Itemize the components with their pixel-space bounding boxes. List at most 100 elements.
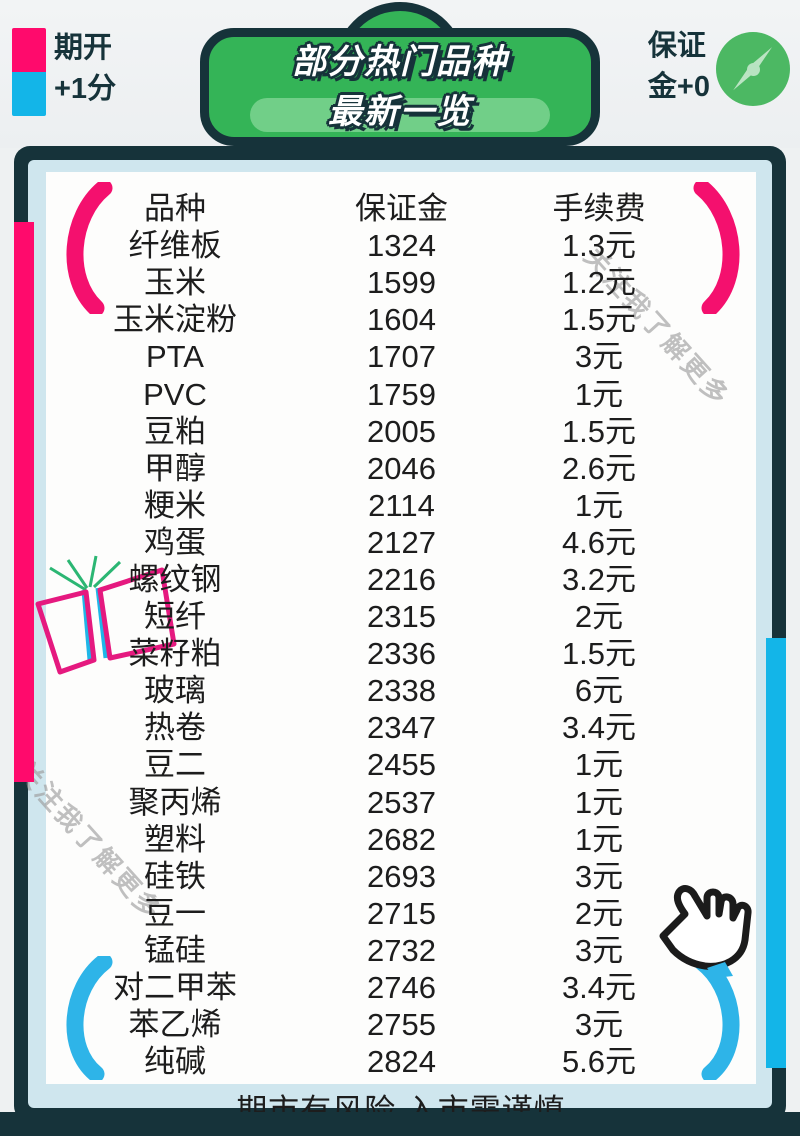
cell-fee: 1.2元: [561, 265, 637, 301]
color-swatches: [12, 28, 46, 116]
cell-name: 热卷: [144, 710, 206, 746]
cell-name: 对二甲苯: [113, 970, 237, 1006]
cell-fee: 3.4元: [561, 710, 637, 746]
cell-fee: 2元: [574, 599, 624, 635]
table-row: 锰硅 2732 3元: [46, 932, 756, 969]
cell-margin: 2746: [367, 970, 436, 1006]
table-row: 聚丙烯 2537 1元: [46, 784, 756, 821]
cell-margin: 2455: [367, 747, 436, 783]
table-row: 豆粕 2005 1.5元: [46, 413, 756, 450]
table-row: 苯乙烯 2755 3元: [46, 1006, 756, 1043]
cell-fee: 1元: [574, 747, 624, 783]
cell-name: 玉米淀粉: [113, 302, 237, 338]
cell-margin: 2693: [367, 858, 436, 894]
left-badge-line2: +1分: [54, 73, 117, 106]
column-header-margin: 保证金: [355, 191, 448, 227]
table-row: PVC 1759 1元: [46, 375, 756, 412]
edge-bar-blue: [766, 638, 786, 1068]
cell-name: 豆粕: [144, 413, 206, 449]
cell-fee: 1元: [574, 487, 624, 523]
commodity-table: 品种 保证金 手续费 纤维板 1324 1.3元 玉米 1599 1.2元 玉米淀粉 1604…: [46, 190, 756, 1080]
cell-name: 硅铁: [144, 858, 206, 894]
table-row: 硅铁 2693 3元: [46, 858, 756, 895]
banner-pill: [250, 98, 550, 132]
cell-margin: 2127: [367, 524, 436, 560]
cell-margin: 2005: [367, 413, 436, 449]
cell-margin: 1604: [367, 302, 436, 338]
column-header-name: 品种: [144, 191, 206, 227]
title-banner: 部分热门品种 最新一览: [200, 2, 600, 148]
arc-bottom-left-icon: [52, 956, 116, 1080]
cell-fee: 6元: [574, 673, 624, 709]
cell-name: 短纤: [144, 599, 206, 635]
cell-fee: 3元: [574, 1007, 624, 1043]
cell-margin: 1324: [367, 228, 436, 264]
cell-fee: 1.3元: [561, 228, 637, 264]
table-row: 粳米 2114 1元: [46, 487, 756, 524]
table-row: 玉米淀粉 1604 1.5元: [46, 301, 756, 338]
cell-name: 纤维板: [128, 228, 222, 264]
table-row: 热卷 2347 3.4元: [46, 709, 756, 746]
cell-fee: 3.4元: [561, 970, 637, 1006]
cell-margin: 2732: [367, 932, 436, 968]
left-badge-line1: 期开: [54, 32, 113, 64]
page-title-line1: 部分热门品种: [292, 42, 508, 81]
cell-name: PTA: [146, 339, 204, 375]
bottom-bar: [0, 1112, 800, 1136]
right-badge-line1: 保证: [647, 30, 706, 62]
table-row: PTA 1707 3元: [46, 338, 756, 375]
edge-bar-pink: [14, 222, 34, 782]
cell-fee: 3元: [574, 858, 624, 894]
pointing-hand-icon: [645, 868, 765, 978]
cell-fee: 5.6元: [561, 1044, 637, 1080]
cell-margin: 2336: [367, 636, 436, 672]
cell-name: 菜籽粕: [128, 636, 222, 672]
cell-name: 苯乙烯: [128, 1007, 222, 1043]
cell-name: 玻璃: [144, 673, 206, 709]
right-badge: 保证 金+0: [648, 26, 790, 108]
cell-fee: 4.6元: [561, 524, 637, 560]
page-title-line2: 最新一览: [328, 93, 472, 131]
swatch-pink: [12, 28, 46, 72]
cell-margin: 2755: [367, 1007, 436, 1043]
cell-name: PVC: [143, 376, 207, 412]
open-book-icon: [28, 548, 198, 688]
cell-name: 螺纹钢: [128, 561, 222, 597]
table-row: 玻璃 2338 6元: [46, 672, 756, 709]
cell-fee: 1元: [574, 376, 624, 412]
table-header-row: 品种 保证金 手续费: [46, 190, 756, 227]
cell-fee: 1元: [574, 784, 624, 820]
cell-fee: 3元: [574, 339, 624, 375]
arc-top-right-icon: [690, 182, 754, 314]
cell-margin: 1599: [367, 265, 436, 301]
table-row: 对二甲苯 2746 3.4元: [46, 969, 756, 1006]
cell-fee: 1元: [574, 821, 624, 857]
table-row: 塑料 2682 1元: [46, 821, 756, 858]
cell-fee: 1.5元: [561, 636, 637, 672]
cell-margin: 2216: [367, 561, 436, 597]
cell-name: 聚丙烯: [128, 784, 222, 820]
cell-fee: 1.5元: [561, 302, 637, 338]
cell-fee: 3.2元: [561, 561, 637, 597]
table-row: 玉米 1599 1.2元: [46, 264, 756, 301]
table-row: 鸡蛋 2127 4.6元: [46, 524, 756, 561]
cell-name: 粳米: [144, 487, 206, 523]
cell-margin: 2338: [367, 673, 436, 709]
cell-margin: 2537: [367, 784, 436, 820]
table-row: 豆二 2455 1元: [46, 746, 756, 783]
cell-margin: 2682: [367, 821, 436, 857]
cell-name: 鸡蛋: [144, 524, 206, 560]
cell-margin: 1707: [367, 339, 436, 375]
cell-margin: 2046: [367, 450, 436, 486]
table-row: 豆一 2715 2元: [46, 895, 756, 932]
content-card: [46, 172, 756, 1084]
cell-margin: 2715: [367, 895, 436, 931]
cell-margin: 2114: [368, 487, 435, 523]
cell-fee: 3元: [574, 932, 624, 968]
cell-margin: 2824: [367, 1044, 436, 1080]
table-row: 甲醇 2046 2.6元: [46, 450, 756, 487]
table-row: 纯碱 2824 5.6元: [46, 1043, 756, 1080]
cell-fee: 2元: [574, 895, 624, 931]
cell-name: 纯碱: [144, 1044, 206, 1080]
table-row: 纤维板 1324 1.3元: [46, 227, 756, 264]
